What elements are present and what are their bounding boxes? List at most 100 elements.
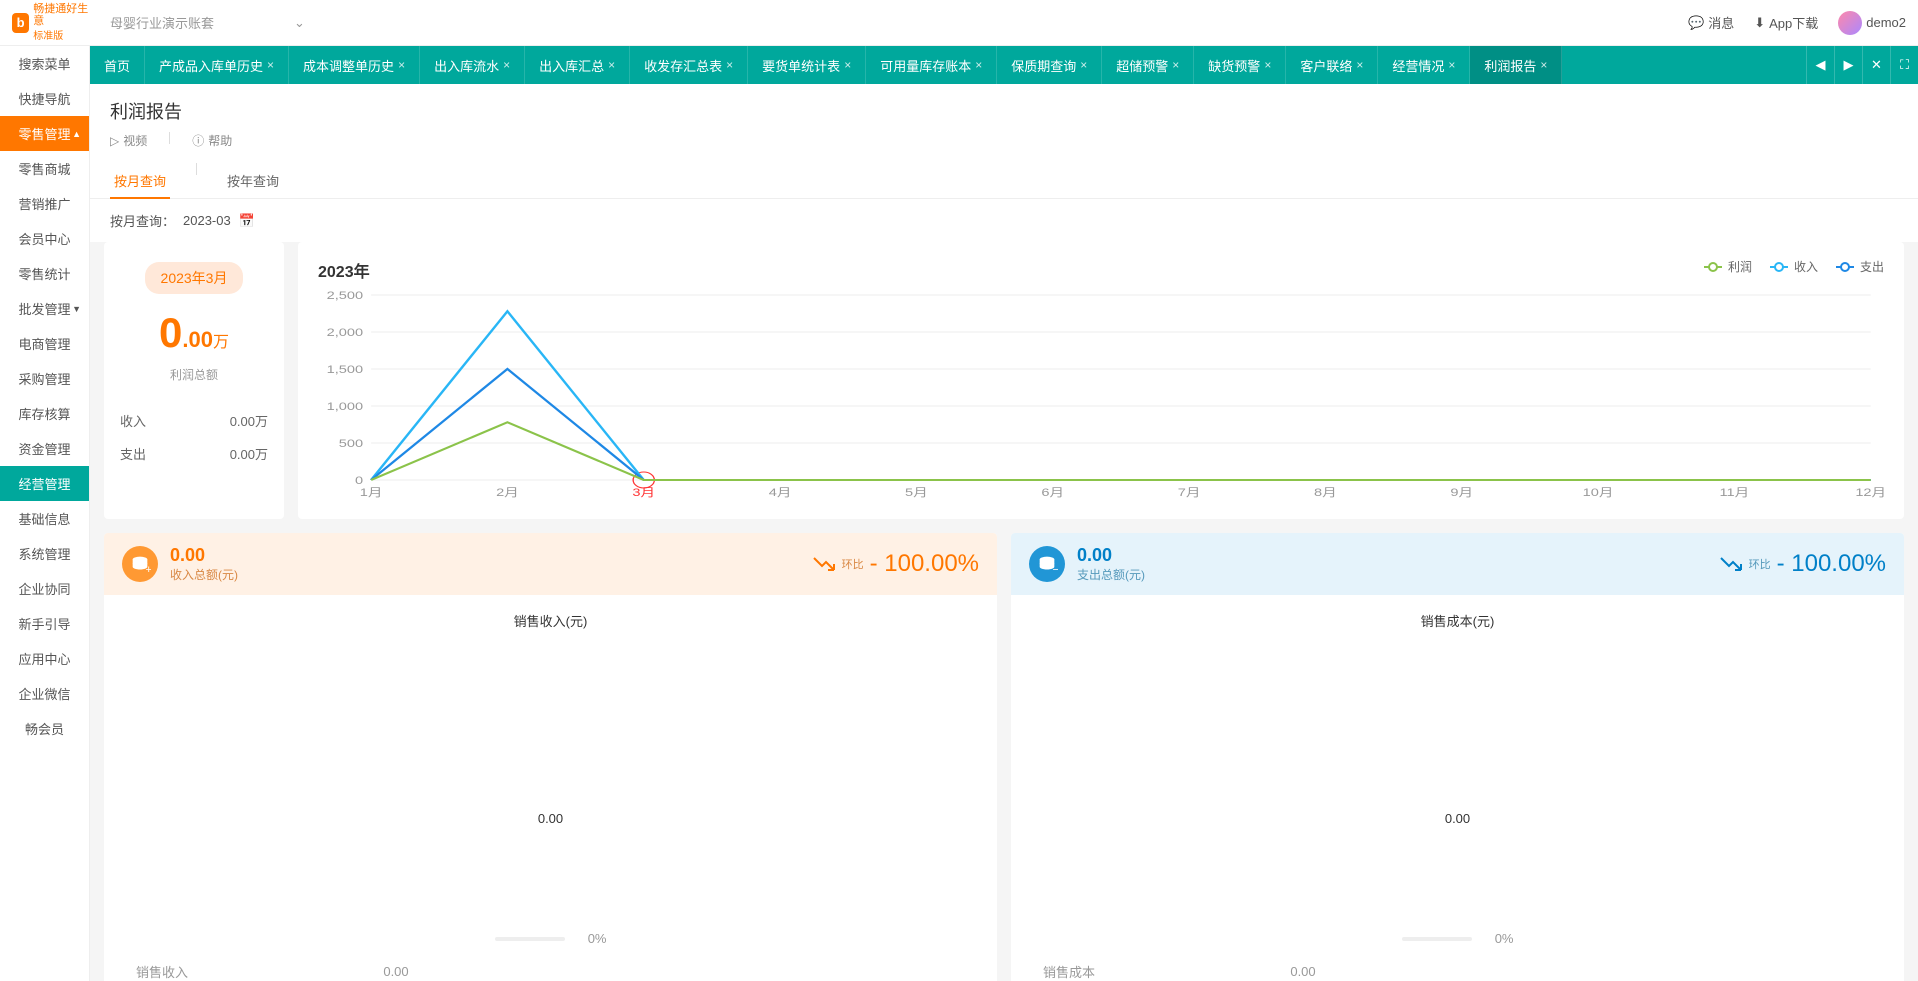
message-button[interactable]: 💬 消息	[1688, 13, 1734, 32]
query-tabs: 按月查询 按年查询	[90, 157, 1918, 199]
svg-text:10月: 10月	[1583, 486, 1614, 499]
tab-0[interactable]: 首页	[90, 46, 145, 84]
logo[interactable]: b 畅捷通好生意 标准版	[12, 3, 90, 42]
tab-close-icon[interactable]: ×	[608, 58, 615, 72]
legend-item[interactable]: 支出	[1836, 258, 1884, 275]
account-selector[interactable]: 母婴行业演示账套 ⌄	[110, 13, 305, 32]
fullscreen-button[interactable]: ⛶	[1890, 46, 1918, 84]
expand-icon: ▼	[72, 304, 81, 314]
sidebar-item-11[interactable]: 资金管理	[0, 431, 89, 466]
expand-icon: ▲	[72, 129, 81, 139]
account-name: 母婴行业演示账套	[110, 13, 214, 32]
tab-close-icon[interactable]: ×	[503, 58, 510, 72]
tab-12[interactable]: 经营情况×	[1378, 46, 1470, 84]
tab-close-icon[interactable]: ×	[1540, 58, 1547, 72]
legend-item[interactable]: 利润	[1704, 258, 1752, 275]
svg-text:1,000: 1,000	[327, 400, 363, 413]
tab-close-icon[interactable]: ×	[267, 58, 274, 72]
tab-8[interactable]: 保质期查询×	[997, 46, 1102, 84]
download-icon: ⬇	[1754, 15, 1765, 31]
panel-row: 销售成本(元)0.000%	[1011, 603, 1904, 954]
message-icon: 💬	[1688, 15, 1704, 31]
query-tab-1[interactable]: 按年查询	[223, 163, 283, 198]
tab-close-icon[interactable]: ×	[1356, 58, 1363, 72]
sidebar-item-14[interactable]: 系统管理	[0, 536, 89, 571]
tab-close-icon[interactable]: ×	[1448, 58, 1455, 72]
top-header: b 畅捷通好生意 标准版 母婴行业演示账套 ⌄ 💬 消息 ⬇ App下载 dem…	[0, 0, 1918, 46]
income-label: 收入总额(元)	[170, 566, 238, 583]
tab-11[interactable]: 客户联络×	[1286, 46, 1378, 84]
svg-text:−: −	[1053, 564, 1059, 575]
sidebar-item-7[interactable]: 批发管理▼	[0, 291, 89, 326]
svg-text:2,500: 2,500	[327, 290, 363, 302]
sidebar-item-1[interactable]: 快捷导航	[0, 81, 89, 116]
app-download-button[interactable]: ⬇ App下载	[1754, 13, 1818, 32]
tab-5[interactable]: 收发存汇总表×	[630, 46, 748, 84]
tab-10[interactable]: 缺货预警×	[1194, 46, 1286, 84]
sidebar-item-8[interactable]: 电商管理	[0, 326, 89, 361]
sidebar-item-4[interactable]: 营销推广	[0, 186, 89, 221]
svg-text:9月: 9月	[1450, 486, 1473, 499]
sidebar-item-10[interactable]: 库存核算	[0, 396, 89, 431]
sidebar-item-17[interactable]: 应用中心	[0, 641, 89, 676]
tab-4[interactable]: 出入库汇总×	[525, 46, 630, 84]
tab-3[interactable]: 出入库流水×	[420, 46, 525, 84]
summary-period-badge: 2023年3月	[145, 262, 244, 294]
summary-income-row: 收入 0.00万	[120, 411, 268, 430]
play-icon: ▷	[110, 134, 119, 148]
tab-close-icon[interactable]: ×	[726, 58, 733, 72]
svg-text:500: 500	[339, 437, 363, 450]
sidebar-item-19[interactable]: 畅会员	[0, 711, 89, 746]
sidebar-item-2[interactable]: 零售管理▲	[0, 116, 89, 151]
profit-total-label: 利润总额	[120, 366, 268, 383]
sidebar: 搜索菜单快捷导航零售管理▲零售商城营销推广会员中心零售统计批发管理▼电商管理采购…	[0, 46, 90, 981]
tab-close-icon[interactable]: ×	[398, 58, 405, 72]
svg-text:8月: 8月	[1314, 486, 1337, 499]
sidebar-item-16[interactable]: 新手引导	[0, 606, 89, 641]
progress-bar	[495, 937, 565, 941]
tab-1[interactable]: 产成品入库单历史×	[145, 46, 289, 84]
tabs-close-button[interactable]: ✕	[1862, 46, 1890, 84]
sidebar-item-6[interactable]: 零售统计	[0, 256, 89, 291]
help-link[interactable]: ⓘ 帮助	[192, 132, 232, 149]
calendar-icon[interactable]: 📅	[239, 213, 255, 229]
income-icon: +	[122, 546, 158, 582]
svg-text:1月: 1月	[360, 486, 383, 499]
trend-down-icon	[812, 554, 836, 574]
tab-close-icon[interactable]: ×	[1264, 58, 1271, 72]
tab-close-icon[interactable]: ×	[1080, 58, 1087, 72]
tabs-scroll-left-button[interactable]: ◀	[1806, 46, 1834, 84]
avatar	[1838, 11, 1862, 35]
logo-icon: b	[12, 13, 29, 33]
filter-value: 2023-03	[183, 213, 231, 228]
income-panel-header: + 0.00 收入总额(元) 环比 - 100.00%	[104, 533, 997, 595]
sidebar-item-15[interactable]: 企业协同	[0, 571, 89, 606]
query-tab-0[interactable]: 按月查询	[110, 163, 170, 198]
tab-2[interactable]: 成本调整单历史×	[289, 46, 420, 84]
tab-9[interactable]: 超储预警×	[1102, 46, 1194, 84]
legend-item[interactable]: 收入	[1770, 258, 1818, 275]
sidebar-item-13[interactable]: 基础信息	[0, 501, 89, 536]
video-help-link[interactable]: ▷ 视频	[110, 132, 147, 149]
progress-bar	[1402, 937, 1472, 941]
tab-6[interactable]: 要货单统计表×	[748, 46, 866, 84]
user-menu[interactable]: demo2	[1838, 11, 1906, 35]
tab-close-icon[interactable]: ×	[844, 58, 851, 72]
tabs-scroll-right-button[interactable]: ▶	[1834, 46, 1862, 84]
svg-text:1,500: 1,500	[327, 363, 363, 376]
tab-close-icon[interactable]: ×	[1172, 58, 1179, 72]
query-filter: 按月查询： 2023-03 📅	[90, 199, 1918, 242]
sidebar-item-9[interactable]: 采购管理	[0, 361, 89, 396]
sidebar-item-18[interactable]: 企业微信	[0, 676, 89, 711]
chevron-down-icon: ⌄	[294, 15, 305, 31]
expense-trend-value: - 100.00%	[1777, 550, 1886, 578]
sidebar-item-12[interactable]: 经营管理	[0, 466, 89, 501]
tab-7[interactable]: 可用量库存账本×	[866, 46, 997, 84]
tab-13[interactable]: 利润报告×	[1470, 46, 1562, 84]
line-chart[interactable]: 05001,0001,5002,0002,5001月2月3月4月5月6月7月8月…	[318, 290, 1884, 500]
expense-trend-label: 环比	[1749, 556, 1771, 572]
sidebar-item-3[interactable]: 零售商城	[0, 151, 89, 186]
sidebar-item-0[interactable]: 搜索菜单	[0, 46, 89, 81]
sidebar-item-5[interactable]: 会员中心	[0, 221, 89, 256]
tab-close-icon[interactable]: ×	[975, 58, 982, 72]
